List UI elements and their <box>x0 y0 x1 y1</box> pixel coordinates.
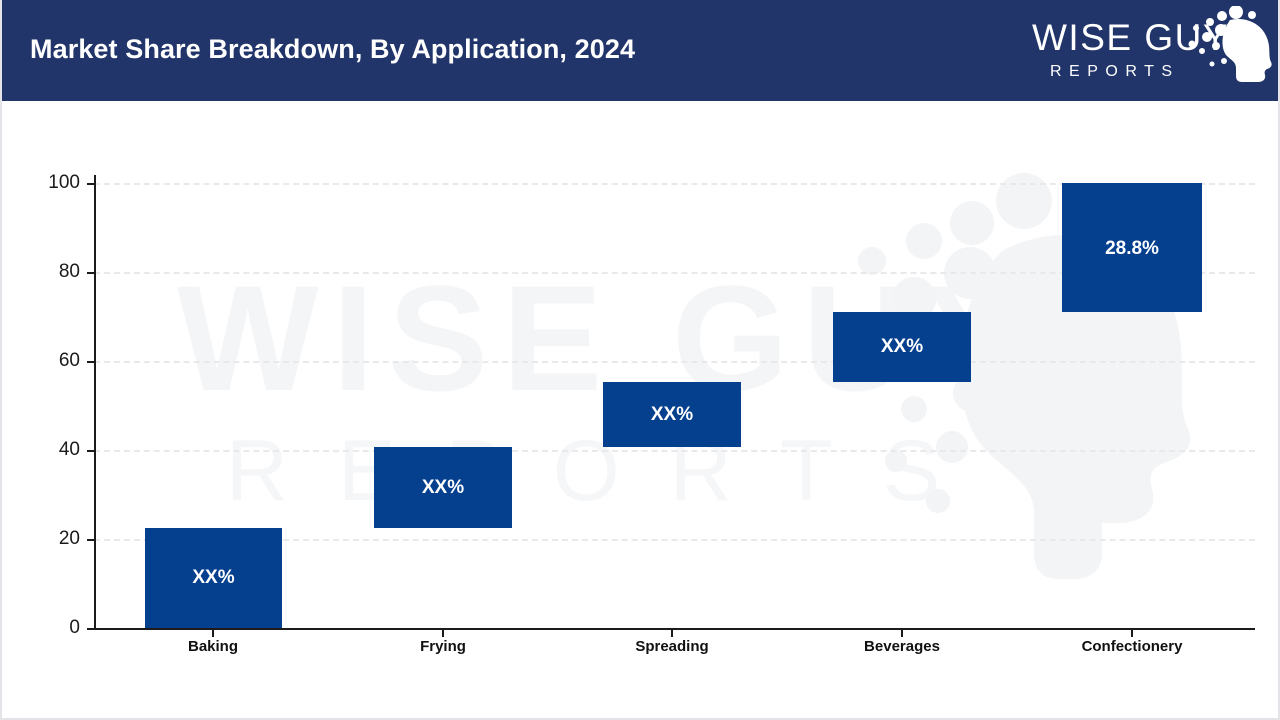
bar-baking[interactable]: XX% <box>145 528 282 628</box>
y-tick-label-60-box: 60 <box>20 351 80 371</box>
bar-label-baking: XX% <box>192 567 235 588</box>
gridline-40 <box>94 450 1255 452</box>
y-tick-label-80: 80 <box>58 261 80 282</box>
y-tick-label-40-box: 40 <box>20 440 80 460</box>
bar-label-confectionery: 28.8% <box>1105 238 1159 259</box>
svg-text:WISE GUY: WISE GUY <box>1032 17 1229 58</box>
svg-text:REPORTS: REPORTS <box>1050 63 1180 80</box>
y-tick-mark-0 <box>87 628 95 630</box>
bar-label-frying: XX% <box>421 477 465 498</box>
y-tick-label-80-box: 80 <box>20 262 80 282</box>
y-tick-label-60: 60 <box>58 350 80 371</box>
bar-frying[interactable]: XX% <box>374 447 512 528</box>
x-tick-label-confectionery: Confectionery <box>1081 638 1183 655</box>
y-tick-label-100-box: 100 <box>20 173 80 193</box>
gridline-80 <box>94 272 1255 274</box>
x-tick-label-beverages: Beverages <box>864 638 940 655</box>
y-tick-mark-40 <box>87 450 95 452</box>
chart-header: Market Share Breakdown, By Application, … <box>2 0 1278 101</box>
x-tick-mark-spreading <box>671 630 673 637</box>
chart-plot-area: WISE GUY REPORTS <box>2 101 1278 718</box>
x-tick-mark-baking <box>212 630 214 637</box>
y-tick-mark-100 <box>87 183 95 185</box>
gridline-100 <box>94 183 1255 185</box>
bar-beverages[interactable]: XX% <box>833 312 971 382</box>
x-tick-label-frying: Frying <box>420 638 466 655</box>
y-tick-mark-80 <box>87 272 95 274</box>
gridline-20 <box>94 539 1255 541</box>
wise-guy-reports-logo: WISE GUY REPORTS <box>1024 5 1278 94</box>
x-tick-label-spreading: Spreading <box>635 638 709 655</box>
page-title: Market Share Breakdown, By Application, … <box>30 34 636 64</box>
bar-confectionery[interactable]: 28.8% <box>1062 183 1202 312</box>
y-tick-label-20: 20 <box>58 528 80 549</box>
x-axis-line <box>94 628 1255 630</box>
y-tick-mark-20 <box>87 539 95 541</box>
bar-spreading[interactable]: XX% <box>603 382 741 447</box>
bar-label-beverages: XX% <box>880 336 924 357</box>
y-axis-line <box>94 175 96 630</box>
y-tick-label-40: 40 <box>58 439 80 460</box>
y-tick-mark-60 <box>87 361 95 363</box>
y-tick-label-20-box: 20 <box>20 529 80 549</box>
y-tick-label-100: 100 <box>48 172 80 193</box>
y-tick-label-0: 0 <box>69 617 80 638</box>
x-tick-mark-beverages <box>901 630 903 637</box>
gridline-60 <box>94 361 1255 363</box>
x-tick-mark-confectionery <box>1131 630 1133 637</box>
x-tick-mark-frying <box>442 630 444 637</box>
x-tick-label-baking: Baking <box>187 638 238 655</box>
bar-label-spreading: XX% <box>650 404 694 425</box>
y-tick-label-0-box: 0 <box>20 618 80 638</box>
